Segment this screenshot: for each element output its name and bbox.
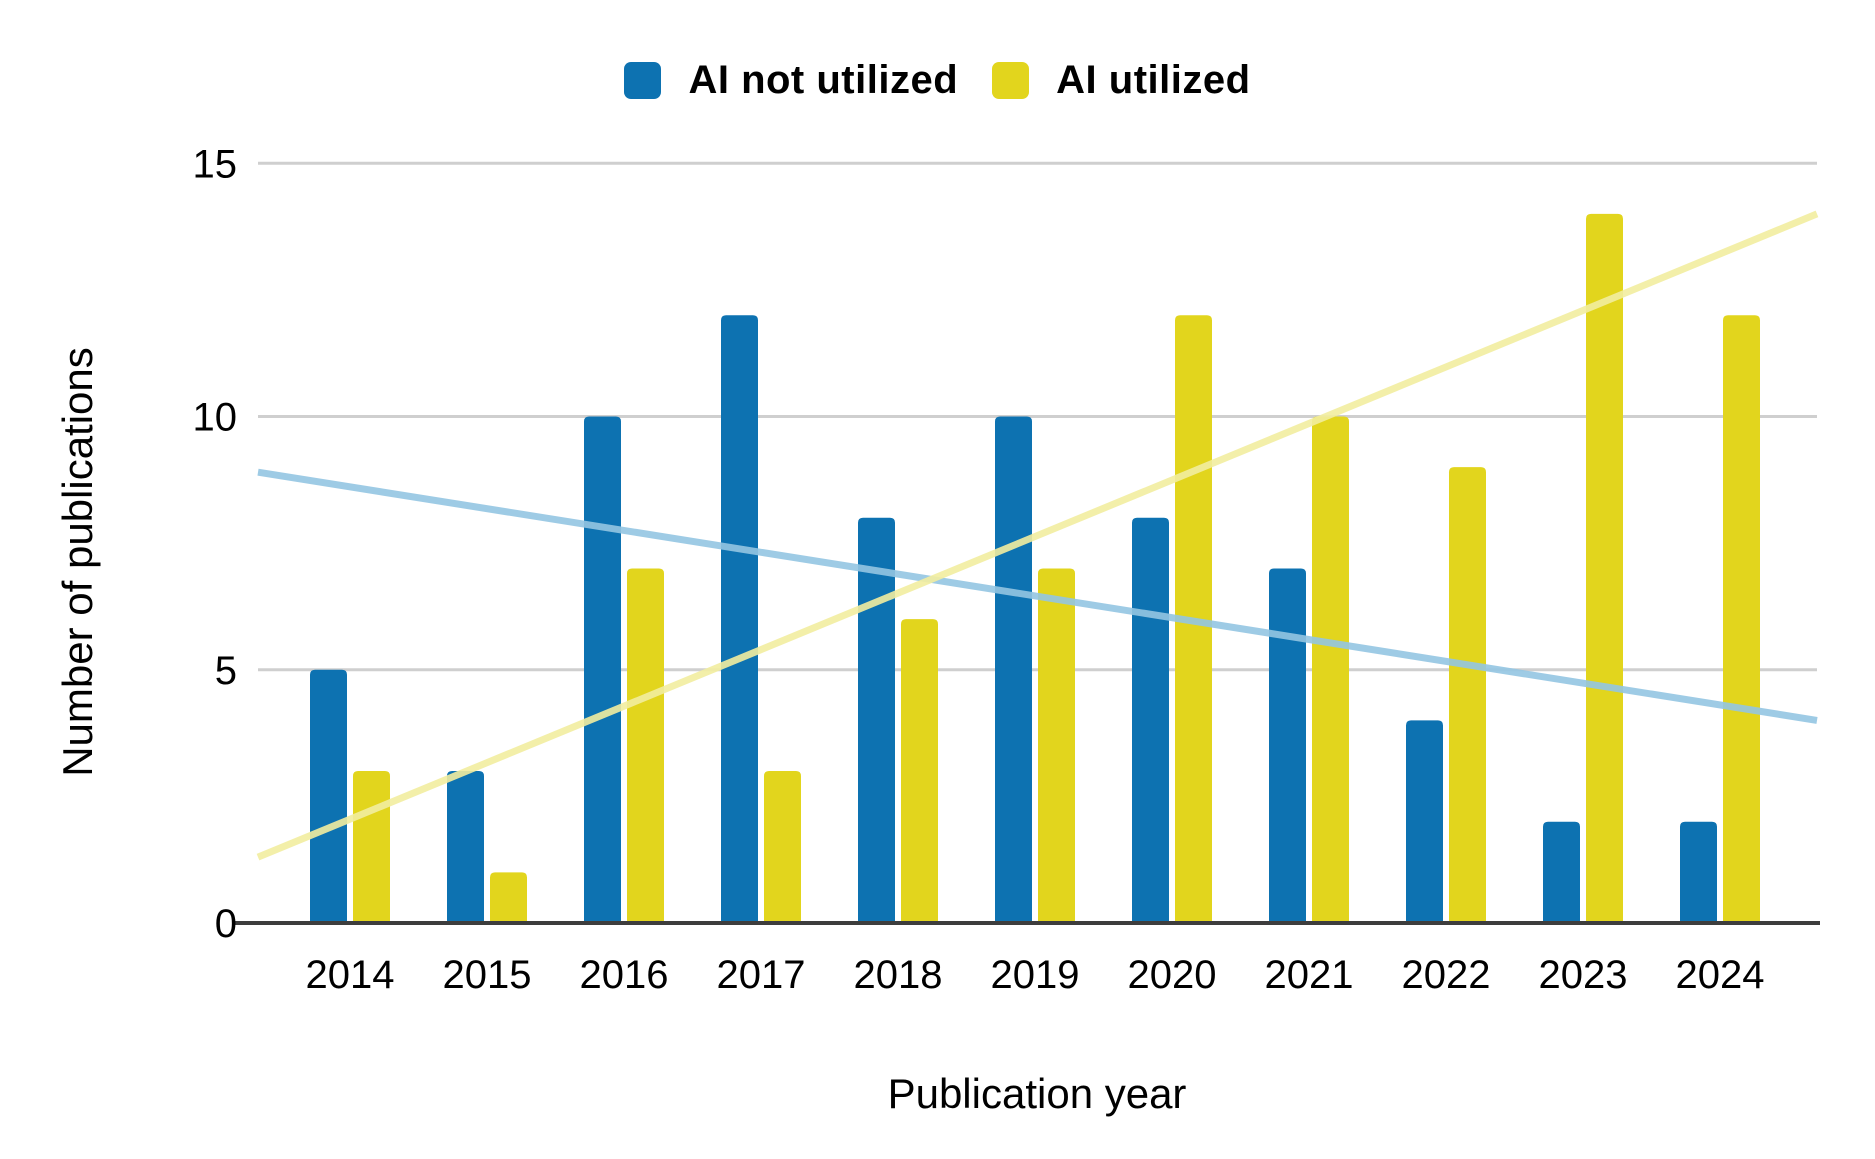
bar-ai-utilized-2015 (490, 872, 527, 923)
y-tick-label-15: 15 (193, 142, 238, 186)
bar-ai-not-utilized-2017 (721, 315, 758, 923)
x-tick-label-2021: 2021 (1265, 953, 1354, 997)
y-axis-title: Number of publications (54, 347, 101, 777)
x-tick-label-2020: 2020 (1128, 953, 1217, 997)
x-tick-label-2023: 2023 (1539, 953, 1628, 997)
bar-ai-not-utilized-2014 (310, 669, 347, 923)
x-tick-label-2024: 2024 (1676, 953, 1765, 997)
x-tick-label-2017: 2017 (717, 953, 806, 997)
x-tick-label-2014: 2014 (306, 953, 395, 997)
x-tick-label-2022: 2022 (1402, 953, 1491, 997)
bar-ai-utilized-2021 (1312, 416, 1349, 923)
bar-ai-not-utilized-2019 (995, 416, 1032, 923)
bar-ai-not-utilized-2020 (1132, 517, 1169, 923)
bar-ai-utilized-2022 (1449, 467, 1486, 923)
trendline-ai-utilized (256, 210, 1819, 861)
x-tick-label-2015: 2015 (443, 953, 532, 997)
bar-ai-utilized-2016 (627, 568, 664, 923)
y-tick-label-5: 5 (215, 649, 237, 693)
y-tick-label-0: 0 (215, 902, 237, 946)
bar-ai-utilized-2023 (1586, 213, 1623, 923)
x-tick-label-2016: 2016 (580, 953, 669, 997)
bars-group (310, 213, 1760, 923)
legend: AI not utilized AI utilized (0, 58, 1875, 102)
x-tick-label-2019: 2019 (991, 953, 1080, 997)
bar-ai-not-utilized-2023 (1543, 821, 1580, 923)
trendline-ai-not-utilized (257, 468, 1818, 724)
bar-ai-utilized-2024 (1723, 315, 1760, 923)
bar-ai-utilized-2014 (353, 771, 390, 923)
legend-label-ai-utilized: AI utilized (1056, 57, 1251, 102)
legend-swatch-ai-not-utilized (624, 61, 662, 99)
bar-ai-not-utilized-2015 (447, 771, 484, 923)
bar-ai-not-utilized-2016 (584, 416, 621, 923)
bar-ai-utilized-2018 (901, 619, 938, 923)
legend-label-ai-not-utilized: AI not utilized (688, 57, 959, 102)
bar-ai-utilized-2017 (764, 771, 801, 923)
bar-ai-not-utilized-2021 (1269, 568, 1306, 923)
bar-ai-utilized-2019 (1038, 568, 1075, 923)
legend-item-ai-utilized: AI utilized (992, 58, 1250, 103)
legend-swatch-ai-utilized (992, 61, 1030, 99)
legend-item-ai-not-utilized: AI not utilized (624, 58, 958, 103)
y-tick-label-10: 10 (193, 396, 238, 440)
trendlines-group (256, 210, 1819, 861)
labels-group: 0 5 10 15 2014 2015 2016 2017 2018 2019 2020 2021 20… (193, 142, 1765, 997)
x-axis-title: Publication year (888, 1070, 1187, 1117)
bar-ai-not-utilized-2024 (1680, 821, 1717, 923)
bar-ai-not-utilized-2022 (1406, 720, 1443, 923)
bar-ai-not-utilized-2018 (858, 517, 895, 923)
x-tick-label-2018: 2018 (854, 953, 943, 997)
gridlines-group (258, 161, 1817, 672)
